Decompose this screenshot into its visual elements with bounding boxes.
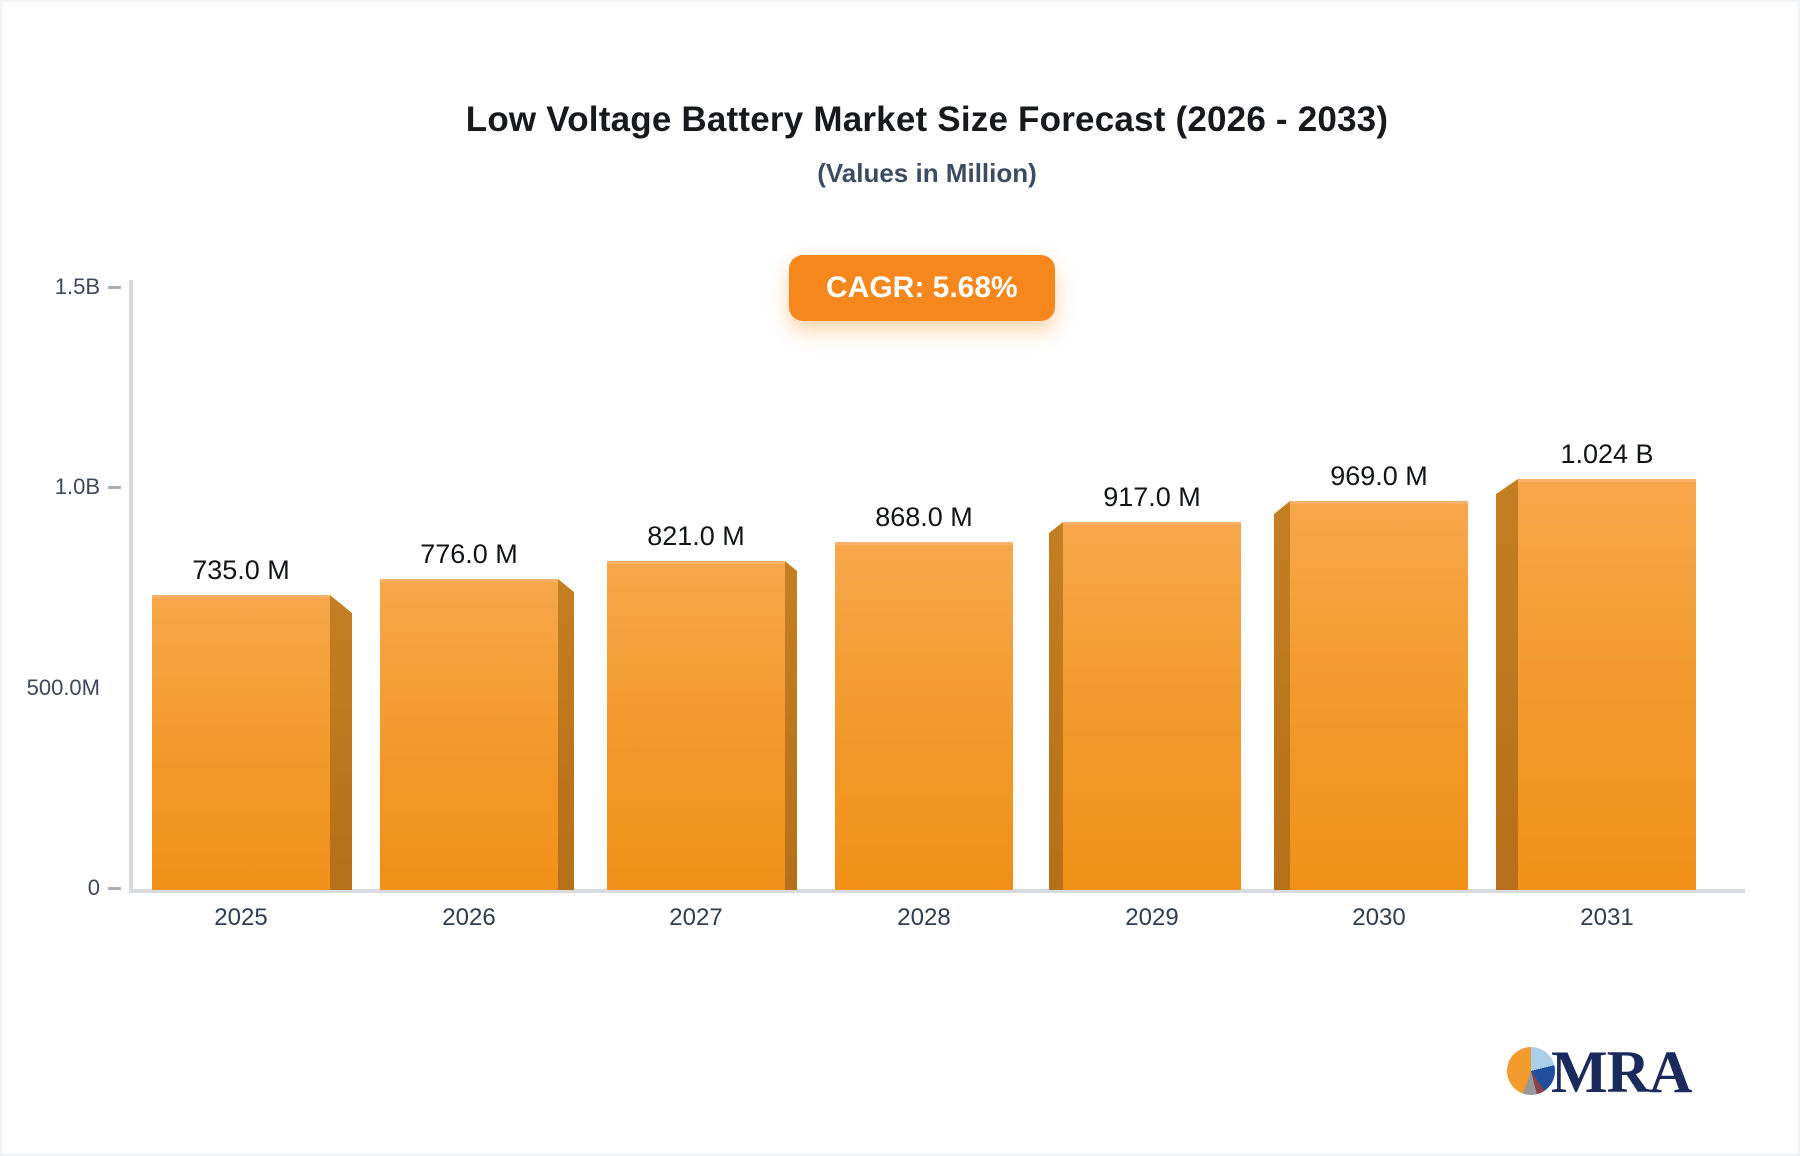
bar-2026 <box>380 579 558 890</box>
y-tick-label-0: 0 <box>87 875 100 900</box>
x-axis-label-2030: 2030 <box>1352 904 1406 931</box>
chart-title: Low Voltage Battery Market Size Forecast… <box>465 100 1389 139</box>
logo-text: MRA <box>1551 1039 1692 1105</box>
bar-value-label-2029: 917.0 M <box>1103 482 1201 512</box>
bar-side-face-2025 <box>330 595 352 890</box>
x-axis-label-2025: 2025 <box>214 904 268 931</box>
y-tick-dash-0 <box>108 887 121 890</box>
x-axis-label-2026: 2026 <box>442 904 496 931</box>
bar-2028 <box>835 542 1013 890</box>
bar-value-label-2025: 735.0 M <box>192 555 290 585</box>
cagr-badge: CAGR: 5.68% <box>789 255 1055 321</box>
bar-side-face-2031 <box>1496 479 1518 890</box>
y-tick-dash-1.0B <box>108 486 121 489</box>
bar-value-label-2026: 776.0 M <box>420 539 518 569</box>
bar-side-face-2030 <box>1274 501 1290 890</box>
bar-value-label-2027: 821.0 M <box>647 521 745 551</box>
y-tick-dash-1.5B <box>108 285 121 289</box>
x-axis-label-2029: 2029 <box>1125 904 1179 931</box>
bar-side-face-2029 <box>1049 522 1063 890</box>
y-axis-line <box>129 280 133 892</box>
bar-value-label-2030: 969.0 M <box>1330 461 1428 491</box>
bar-2031 <box>1518 479 1696 890</box>
bar-value-label-2031: 1.024 B <box>1560 439 1654 469</box>
bar-side-face-2026 <box>558 579 574 890</box>
bar-side-face-2027 <box>785 561 797 890</box>
x-axis-label-2028: 2028 <box>897 904 951 931</box>
bar-2029 <box>1063 522 1241 890</box>
y-tick-label-1.0B: 1.0B <box>54 474 100 499</box>
bar-2025 <box>152 595 330 890</box>
chart-subtitle: (Values in Million) <box>817 158 1037 188</box>
y-tick-label-500.0M: 500.0M <box>26 674 100 700</box>
x-axis-label-2031: 2031 <box>1580 904 1634 931</box>
x-axis-label-2027: 2027 <box>669 904 723 931</box>
logo-pie-icon <box>1507 1047 1555 1095</box>
y-tick-label-1.5B: 1.5B <box>54 273 100 299</box>
bar-value-label-2028: 868.0 M <box>875 502 973 532</box>
x-axis-baseline <box>129 889 1745 893</box>
bar-2027 <box>607 561 785 890</box>
bar-2030 <box>1290 501 1468 890</box>
